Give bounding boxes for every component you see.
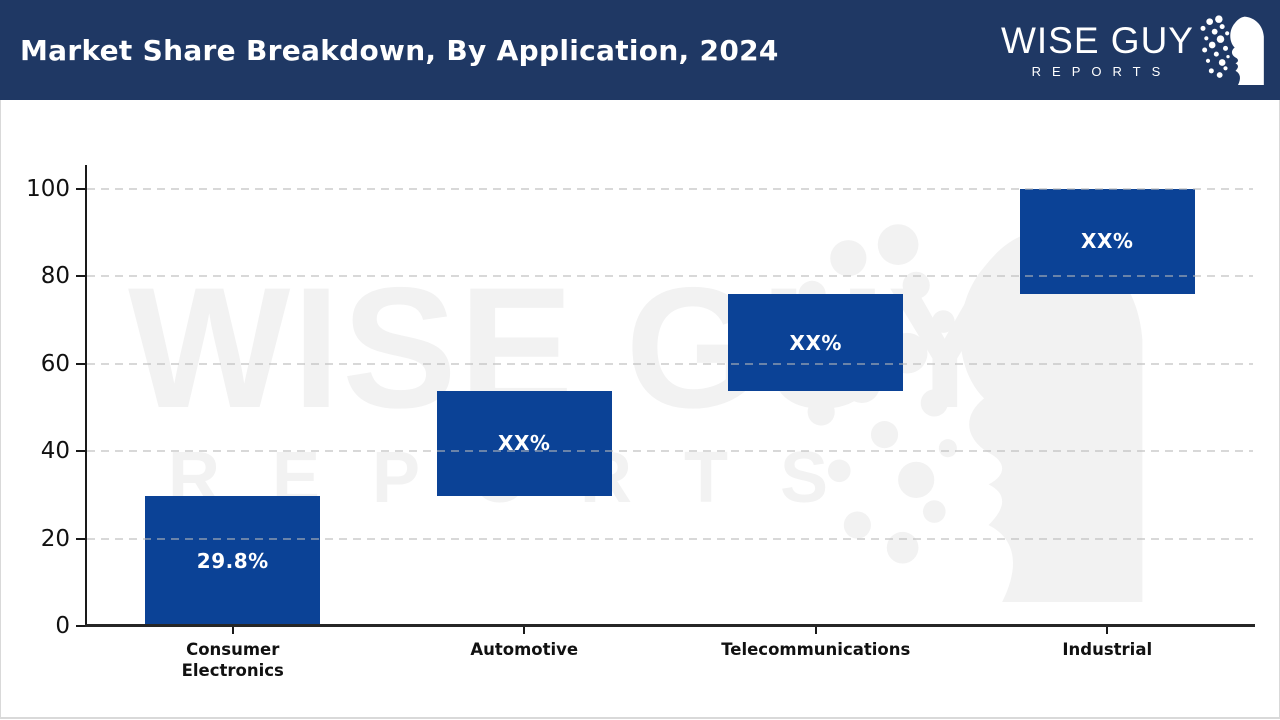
page-border-left [0, 100, 1, 718]
y-axis-line [85, 165, 87, 627]
gridline-40 [87, 450, 1253, 452]
bar-telecommunications: XX% [728, 294, 904, 391]
bar-consumer-electronics: 29.8% [145, 495, 321, 626]
gridline-60 [87, 362, 1253, 365]
gridline-20 [87, 537, 1253, 540]
page-title: Market Share Breakdown, By Application, … [20, 33, 779, 67]
y-tick-mark-100 [76, 187, 85, 190]
logo-text: WISE GUY REPORTS [1001, 22, 1194, 79]
bar-value-label-telecommunications: XX% [789, 330, 842, 355]
gridline-100 [87, 187, 1253, 190]
x-tick-mark-automotive [523, 627, 526, 634]
header-bar: Market Share Breakdown, By Application, … [0, 0, 1280, 100]
y-tick-mark-40 [76, 450, 85, 452]
y-tick-label-40: 40 [40, 438, 70, 464]
x-tick-mark-consumer-electronics [231, 627, 234, 634]
y-tick-label-20: 20 [40, 525, 70, 552]
bar-value-label-consumer-electronics: 29.8% [196, 548, 269, 573]
y-tick-mark-0 [76, 625, 85, 627]
x-category-label-automotive: Automotive [470, 640, 579, 659]
bar-industrial: XX% [1019, 188, 1195, 295]
y-tick-label-60: 60 [40, 350, 70, 377]
x-category-label-telecommunications: Telecommunications [721, 640, 911, 659]
logo-brand-sub: REPORTS [1031, 63, 1172, 79]
page-border-bottom [0, 717, 1280, 719]
x-category-label-consumer-electronics: Consumer Electronics [181, 640, 284, 681]
gridline-80 [87, 275, 1253, 277]
y-tick-mark-20 [76, 537, 85, 540]
bar-value-label-industrial: XX% [1081, 229, 1134, 254]
logo: WISE GUY REPORTS [1001, 12, 1268, 88]
x-category-label-industrial: Industrial [1062, 640, 1153, 659]
x-tick-mark-telecommunications [814, 627, 817, 634]
x-axis-line [85, 624, 1255, 627]
logo-head-dots-icon [1200, 15, 1264, 86]
y-tick-label-80: 80 [40, 263, 70, 289]
logo-brand-name: WISE GUY [1000, 19, 1194, 61]
y-tick-mark-60 [76, 362, 85, 365]
y-tick-label-0: 0 [55, 613, 70, 639]
y-tick-mark-80 [76, 275, 85, 277]
bar-automotive: XX% [436, 390, 612, 496]
x-tick-mark-industrial [1106, 627, 1109, 634]
y-tick-label-100: 100 [26, 175, 70, 202]
